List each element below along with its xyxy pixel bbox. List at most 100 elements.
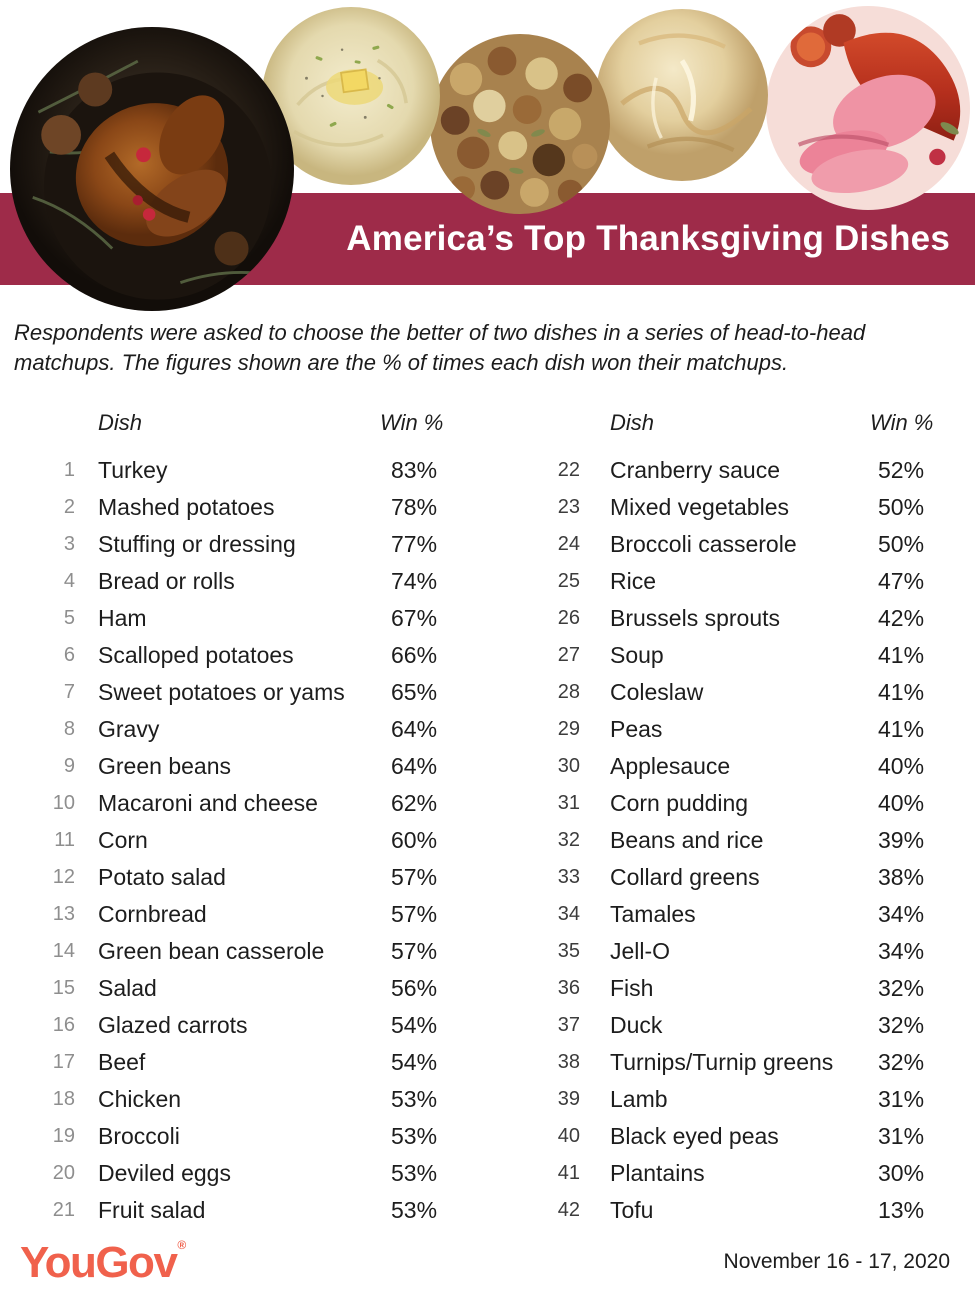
stuffing-illustration [430,34,610,214]
table-row: 14 Green bean casserole 57% [0,933,487,970]
win-percent: 62% [391,790,438,816]
rank-number: 40 [557,1125,580,1147]
table-row: 29 Peas 41% [490,711,975,748]
table-row: 32 Beans and rice 39% [490,822,975,859]
table-row: 26 Brussels sprouts 42% [490,600,975,637]
rank-number: 35 [557,940,580,962]
dish-name: Macaroni and cheese [98,790,318,816]
rank-number: 19 [52,1125,75,1147]
win-percent: 47% [878,568,925,594]
methodology-line-1: Respondents were asked to choose the bet… [14,320,866,345]
win-percent: 78% [391,494,438,520]
rank-number: 16 [52,1014,75,1036]
dish-name: Brussels sprouts [610,605,781,631]
win-percent: 53% [391,1197,438,1223]
table-row: 19 Broccoli 53% [0,1118,487,1155]
rank-number: 33 [557,866,580,888]
dish-name: Gravy [98,716,160,742]
dish-name: Applesauce [610,753,731,779]
dish-name: Tofu [610,1197,654,1223]
dish-name: Potato salad [98,864,226,890]
win-percent: 50% [878,494,925,520]
dish-name: Stuffing or dressing [98,531,296,557]
rank-number: 3 [63,533,75,555]
win-percent: 65% [391,679,438,705]
table-row: 27 Soup 41% [490,637,975,674]
table-row: 37 Duck 32% [490,1007,975,1044]
dish-name: Turnips/Turnip greens [610,1049,834,1075]
rank-number: 13 [52,903,75,925]
table-row: 34 Tamales 34% [490,896,975,933]
win-percent: 53% [391,1160,438,1186]
table-row: 2 Mashed potatoes 78% [0,489,487,526]
win-percent: 41% [878,642,925,668]
win-percent: 57% [391,901,438,927]
win-percent: 32% [878,1012,925,1038]
win-percent: 54% [391,1049,438,1075]
dish-name: Green beans [98,753,231,779]
dish-table-left-column: 1 Turkey 83% 2 Mashed potatoes 78% 3 Stuffing o… [0,452,487,1229]
rank-number: 11 [54,829,75,851]
rank-number: 18 [52,1088,75,1110]
dish-name: Jell-O [610,938,671,964]
table-row: 24 Broccoli casserole 50% [490,526,975,563]
table-row: 20 Deviled eggs 53% [0,1155,487,1192]
win-percent: 83% [391,457,438,483]
win-percent: 13% [878,1197,925,1223]
win-percent: 64% [391,753,438,779]
dish-name: Mashed potatoes [98,494,275,520]
dish-name: Mixed vegetables [610,494,789,520]
win-percent: 34% [878,938,925,964]
rank-number: 38 [557,1051,580,1073]
table-row: 8 Gravy 64% [0,711,487,748]
yougov-logo-text: YouGov [20,1238,178,1287]
table-row: 9 Green beans 64% [0,748,487,785]
rank-number: 37 [557,1014,580,1036]
methodology-line-2: matchups. The figures shown are the % of… [14,350,789,375]
win-percent: 31% [878,1123,925,1149]
table-row: 6 Scalloped potatoes 66% [0,637,487,674]
win-percent: 34% [878,901,925,927]
win-percent: 41% [878,679,925,705]
rank-number: 5 [63,607,75,629]
table-row: 30 Applesauce 40% [490,748,975,785]
rank-number: 10 [52,792,75,814]
win-percent: 41% [878,716,925,742]
table-row: 31 Corn pudding 40% [490,785,975,822]
roast-turkey-illustration [10,27,294,311]
rank-number: 7 [63,681,75,703]
dish-name: Glazed carrots [98,1012,248,1038]
win-percent: 39% [878,827,925,853]
table-row: 21 Fruit salad 53% [0,1192,487,1229]
win-percent: 57% [391,938,438,964]
win-percent: 50% [878,531,925,557]
dish-name: Broccoli casserole [610,531,797,557]
yougov-logo: YouGov® [20,1238,186,1288]
dish-name: Soup [610,642,664,668]
dish-name: Cornbread [98,901,207,927]
dish-name: Collard greens [610,864,760,890]
table-row: 10 Macaroni and cheese 62% [0,785,487,822]
table-row: 16 Glazed carrots 54% [0,1007,487,1044]
win-percent: 42% [878,605,925,631]
dish-name: Chicken [98,1086,182,1112]
table-row: 5 Ham 67% [0,600,487,637]
dish-name: Lamb [610,1086,668,1112]
rank-number: 22 [557,459,580,481]
win-percent: 32% [878,975,925,1001]
table-row: 41 Plantains 30% [490,1155,975,1192]
table-row: 33 Collard greens 38% [490,859,975,896]
rank-number: 41 [557,1162,580,1184]
table-row: 25 Rice 47% [490,563,975,600]
win-percent: 32% [878,1049,925,1075]
rank-number: 42 [557,1199,580,1221]
rank-number: 1 [63,459,75,481]
dish-name: Sweet potatoes or yams [98,679,345,705]
win-percent: 64% [391,716,438,742]
win-percent: 77% [391,531,438,557]
rank-number: 9 [63,755,75,777]
dish-name: Fruit salad [98,1197,206,1223]
dish-name: Bread or rolls [98,568,235,594]
table-row: 35 Jell-O 34% [490,933,975,970]
dish-name: Ham [98,605,147,631]
